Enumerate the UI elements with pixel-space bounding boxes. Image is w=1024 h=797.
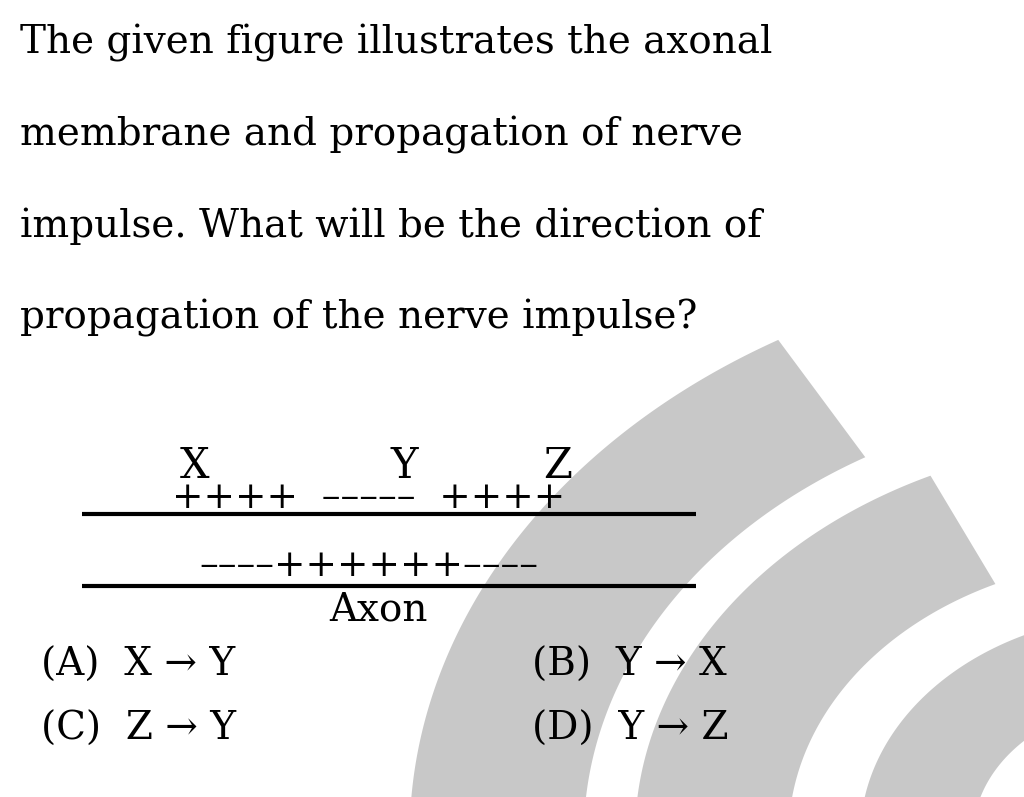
Text: Axon: Axon — [330, 591, 428, 628]
Text: (B)  Y → X: (B) Y → X — [532, 647, 727, 684]
Text: (D)  Y → Z: (D) Y → Z — [532, 711, 729, 748]
Text: (A)  X → Y: (A) X → Y — [41, 647, 236, 684]
Text: The given figure illustrates the axonal: The given figure illustrates the axonal — [20, 24, 773, 62]
Text: membrane and propagation of nerve: membrane and propagation of nerve — [20, 116, 743, 154]
Polygon shape — [635, 476, 995, 797]
Text: ++++  –––––  ++++: ++++ ––––– ++++ — [172, 480, 565, 516]
Text: Z: Z — [544, 446, 572, 487]
Text: (C)  Z → Y: (C) Z → Y — [41, 711, 236, 748]
Text: Y: Y — [391, 446, 418, 487]
Text: ––––++++++––––: ––––++++++–––– — [199, 548, 539, 584]
Text: propagation of the nerve impulse?: propagation of the nerve impulse? — [20, 299, 697, 337]
Polygon shape — [860, 627, 1024, 797]
Text: X: X — [180, 446, 209, 487]
Text: impulse. What will be the direction of: impulse. What will be the direction of — [20, 207, 762, 245]
Polygon shape — [410, 340, 865, 797]
